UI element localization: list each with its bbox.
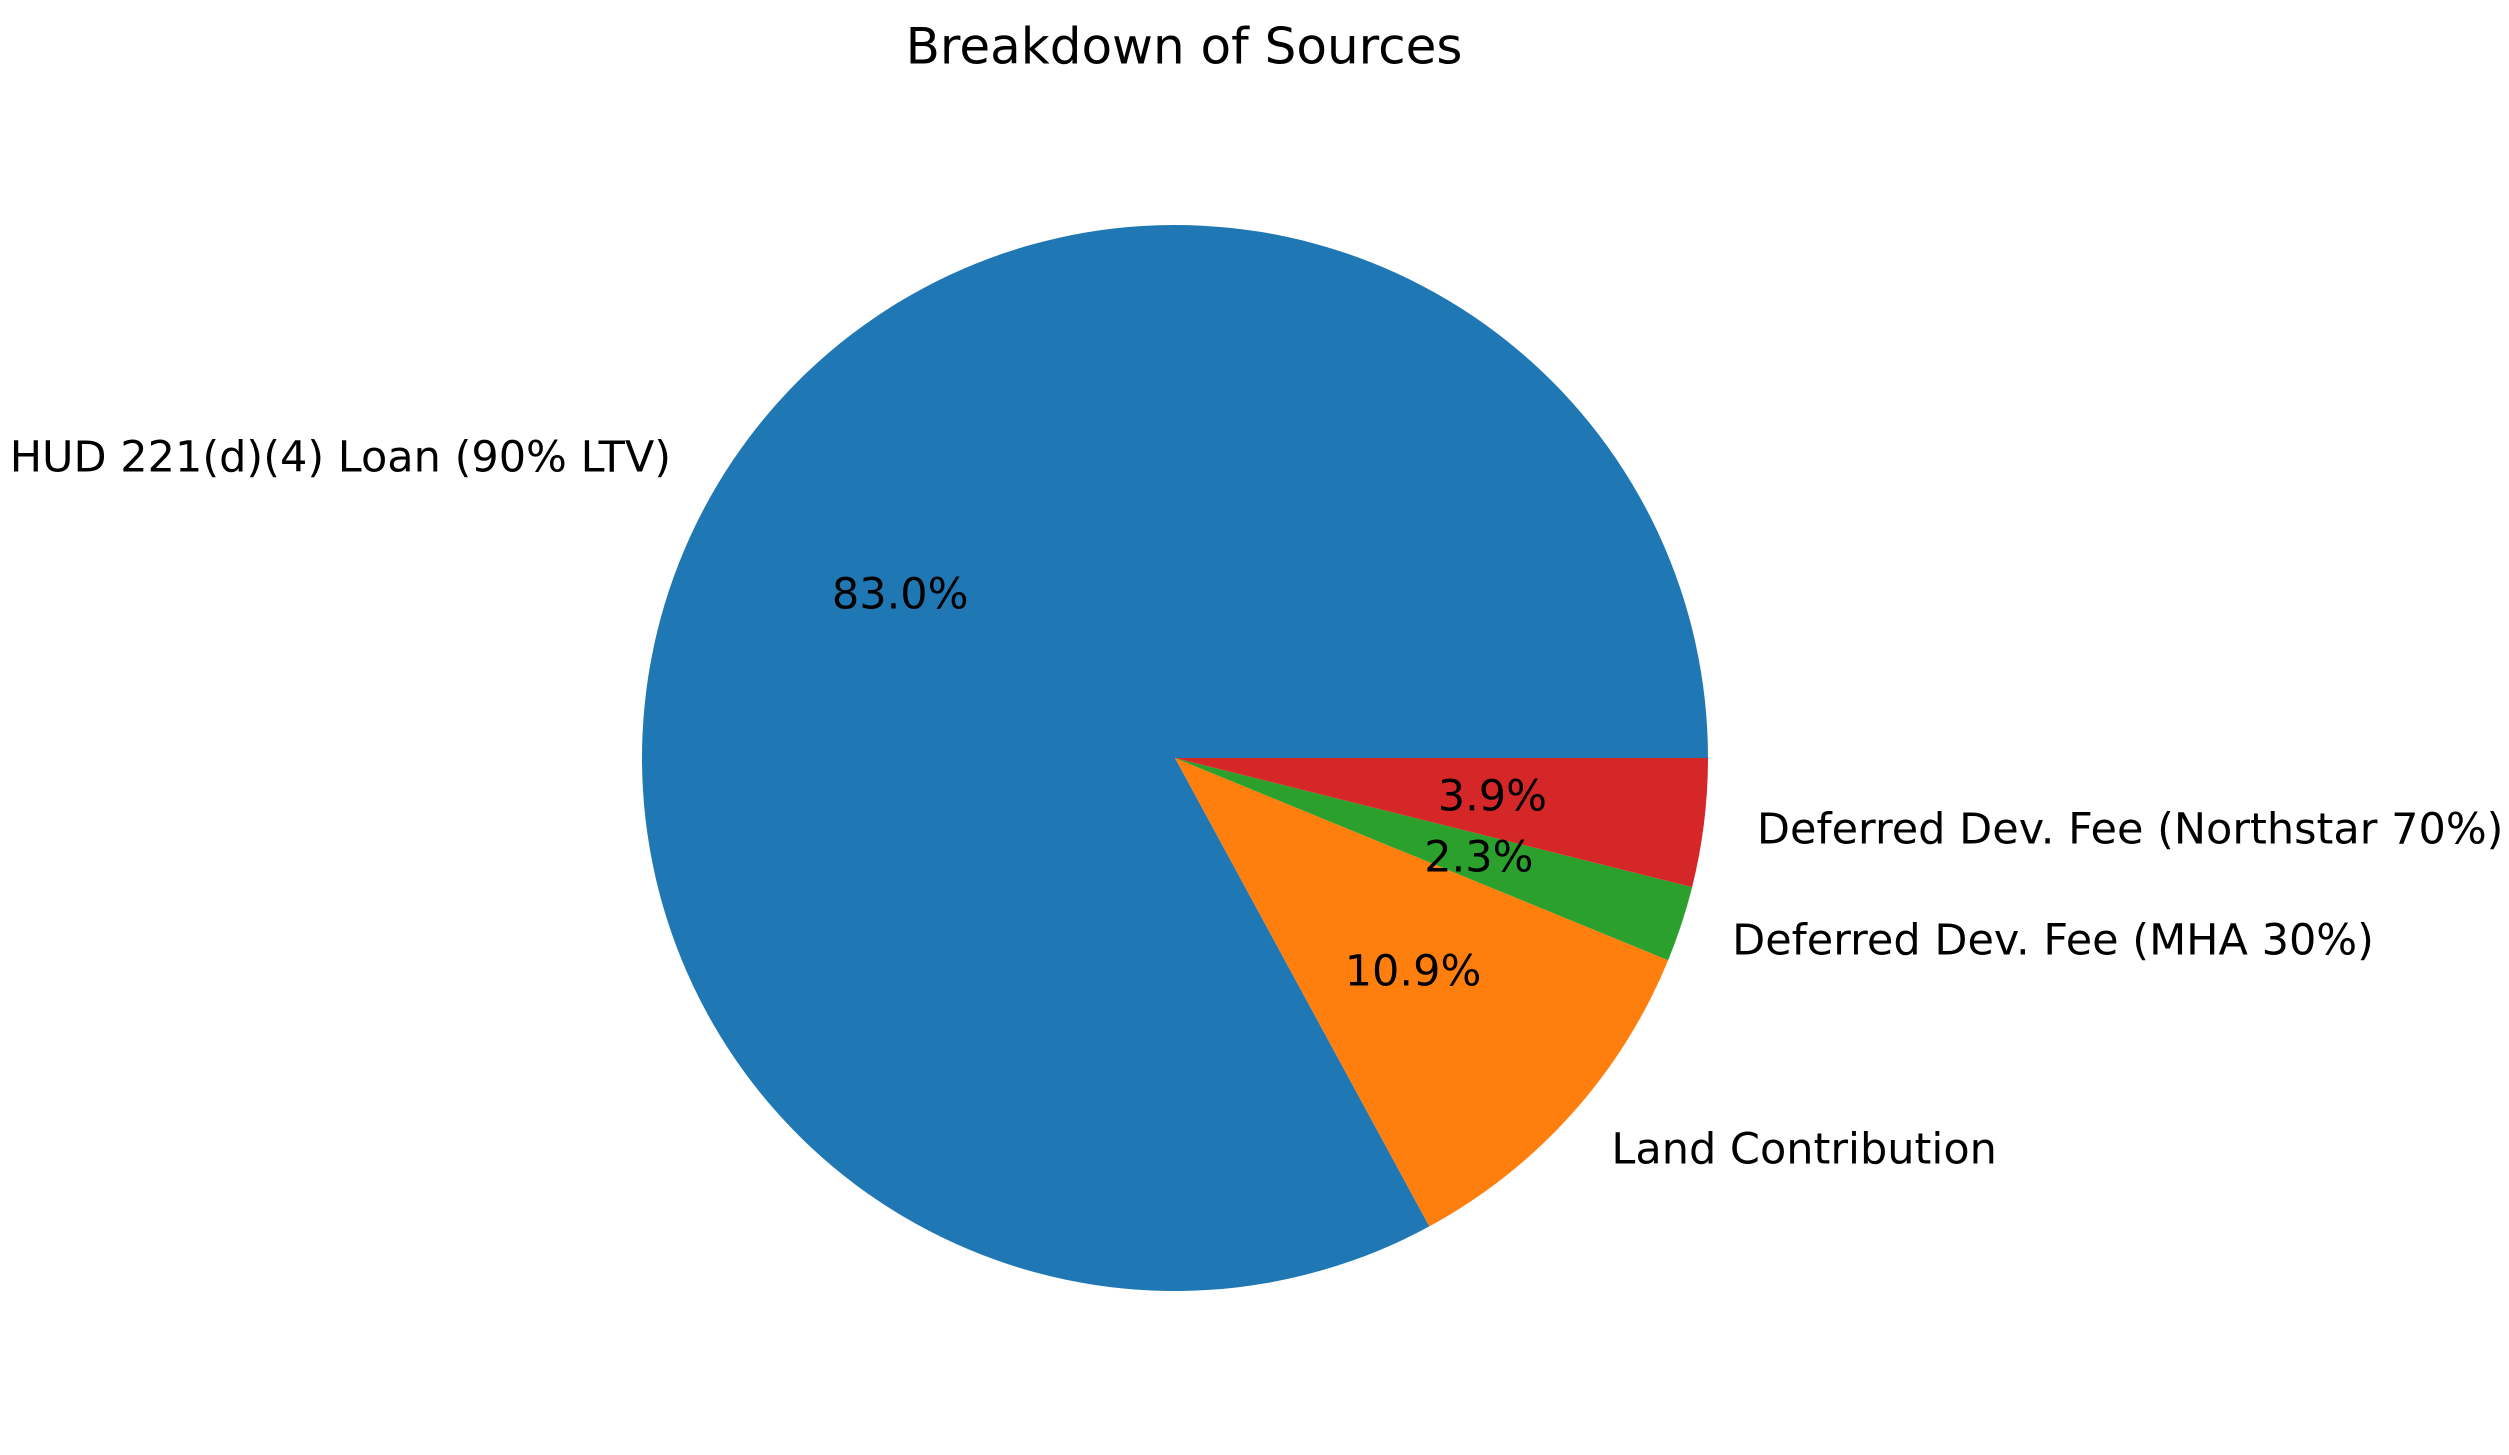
pct-label-1: 83.0% <box>831 568 969 619</box>
chart-title: Breakdown of Sources <box>905 17 1463 76</box>
pct-label-3: 2.3% <box>1424 832 1534 883</box>
slice-label-2: Land Contribution <box>1611 1123 1997 1174</box>
slice-label-1: HUD 221(d)(4) Loan (90% LTV) <box>9 432 672 483</box>
pct-label-4: 3.9% <box>1437 771 1548 822</box>
pie-slice-2 <box>1175 758 1669 1227</box>
pie-slice-4 <box>1175 758 1708 888</box>
pct-label-2: 10.9% <box>1344 945 1482 996</box>
pie-slice-1 <box>641 224 1709 1291</box>
slice-label-4: Deferred Dev. Fee (Northstar 70%) <box>1756 803 2504 854</box>
pie-slice-3 <box>1175 758 1693 961</box>
slice-label-3: Deferred Dev. Fee (MHA 30%) <box>1732 915 2374 966</box>
